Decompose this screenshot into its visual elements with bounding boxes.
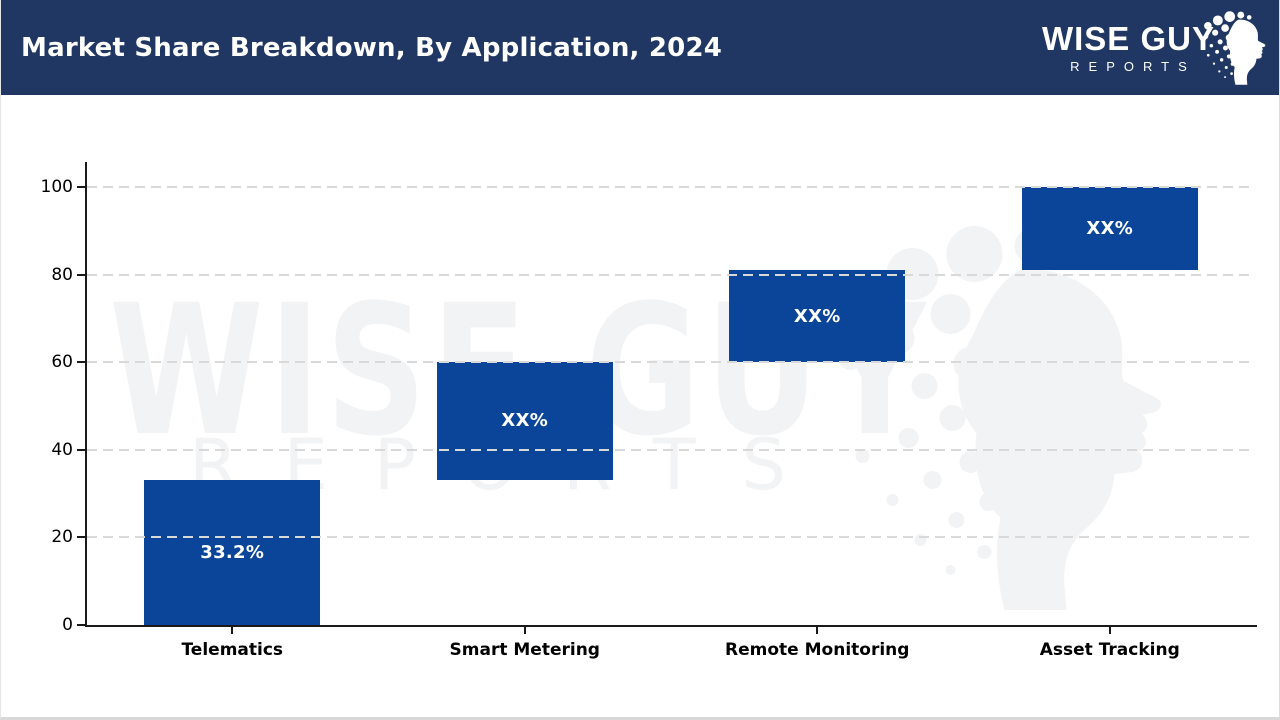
header-bar: Market Share Breakdown, By Application, … <box>1 0 1279 95</box>
gridline-60 <box>87 361 1255 364</box>
bar-value-label: 33.2% <box>200 541 265 563</box>
bar-value-label: XX% <box>501 410 549 432</box>
y-tick-mark-100 <box>77 186 85 188</box>
x-category-label-1: Smart Metering <box>449 640 600 660</box>
x-tick-mark-1 <box>523 627 526 634</box>
brand-logo: WISE GUY REPORTS <box>1042 9 1279 87</box>
x-category-label-3: Asset Tracking <box>1039 640 1180 660</box>
gridline-80 <box>87 273 1255 276</box>
y-tick-mark-40 <box>77 448 85 451</box>
bar-value-label: XX% <box>1086 218 1134 240</box>
y-axis-line <box>85 162 87 627</box>
y-tick-mark-60 <box>77 361 85 364</box>
x-category-label-2: Remote Monitoring <box>725 640 910 660</box>
brand-name: WISE GUY <box>1041 19 1215 57</box>
brand-tagline: REPORTS <box>1070 58 1196 74</box>
y-tick-label-40: 40 <box>51 439 73 460</box>
gridline-40 <box>87 448 1255 451</box>
x-axis-line <box>85 625 1257 627</box>
y-tick-mark-80 <box>77 273 85 276</box>
y-tick-label-20: 20 <box>51 527 73 548</box>
y-tick-label-60: 60 <box>51 352 73 373</box>
brand-logo-text: WISE GUY REPORTS <box>1042 22 1215 74</box>
x-tick-mark-3 <box>1108 627 1111 634</box>
bar-telematics: 33.2% <box>144 479 321 625</box>
brand-head-icon <box>1203 10 1266 85</box>
gridline-20 <box>87 536 1255 539</box>
bar-value-label: XX% <box>793 305 841 327</box>
y-tick-label-100: 100 <box>40 177 73 197</box>
y-tick-label-80: 80 <box>51 264 73 285</box>
bar-remote-monitoring: XX% <box>729 270 906 363</box>
y-tick-mark-0 <box>77 624 85 626</box>
x-tick-mark-0 <box>231 627 234 634</box>
y-tick-label-0: 0 <box>62 615 73 635</box>
x-category-label-0: Telematics <box>181 640 284 660</box>
gridline-100 <box>87 186 1255 188</box>
y-tick-mark-20 <box>77 536 85 539</box>
page-title: Market Share Breakdown, By Application, … <box>21 32 723 63</box>
x-tick-mark-2 <box>816 627 819 634</box>
bar-asset-tracking: XX% <box>1021 187 1198 271</box>
bar-smart-metering: XX% <box>436 362 613 480</box>
